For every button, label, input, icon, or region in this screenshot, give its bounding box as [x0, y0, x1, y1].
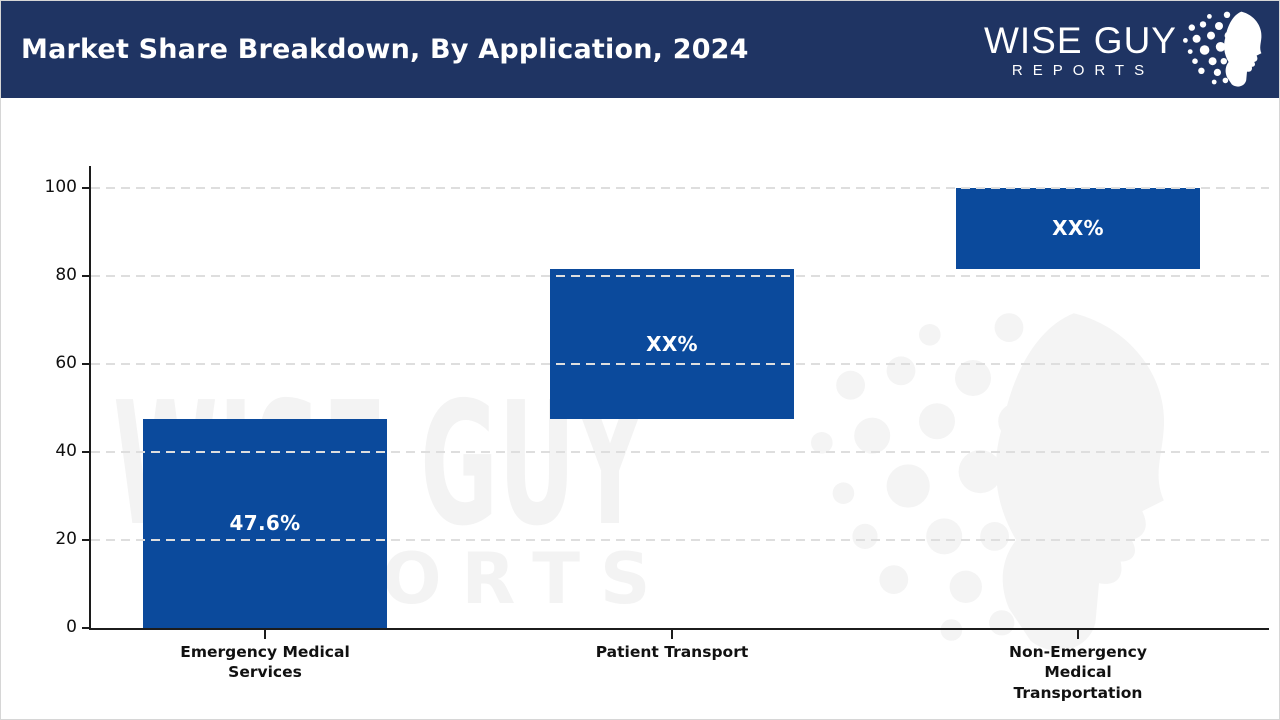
gridline	[91, 275, 1269, 277]
gridline	[91, 363, 1269, 365]
gridline	[91, 451, 1269, 453]
page-title: Market Share Breakdown, By Application, …	[21, 34, 749, 65]
x-category-label: Patient Transport	[595, 643, 749, 661]
y-tick-label: 20	[55, 529, 77, 549]
x-tick-mark	[671, 630, 673, 639]
y-tick-mark	[82, 187, 91, 189]
y-tick-mark	[82, 451, 91, 453]
y-axis-line	[89, 166, 91, 630]
y-tick-mark	[82, 275, 91, 277]
y-tick-label: 40	[55, 441, 77, 461]
wiseguy-logo: WISE GUY REPORTS	[984, 1, 1267, 98]
bar-value-label: 47.6%	[229, 511, 301, 536]
y-tick-mark	[82, 539, 91, 541]
logo-reports-label: REPORTS	[1011, 61, 1155, 79]
y-tick-mark	[82, 627, 91, 629]
bar-segment: 47.6%	[143, 418, 387, 628]
bar-value-label: XX%	[1052, 216, 1104, 241]
y-tick-label: 100	[44, 177, 77, 197]
x-axis-line	[89, 628, 1269, 630]
logo-text: WISE GUY REPORTS	[984, 22, 1177, 78]
gridline	[91, 539, 1269, 541]
bar-segment: XX%	[550, 268, 794, 419]
y-tick-mark	[82, 363, 91, 365]
bar-value-label: XX%	[646, 331, 698, 356]
plot-area: WISE GUY REPORTS 47.6%XX%XX%020406080100…	[1, 98, 1279, 719]
logo-wiseguy-label: WISE GUY	[983, 19, 1177, 61]
y-tick-label: 80	[55, 265, 77, 285]
x-tick-mark	[1077, 630, 1079, 639]
x-category-label: Non-Emergency Medical Transportation	[1009, 643, 1147, 702]
y-tick-label: 60	[55, 353, 77, 373]
x-category-label: Emergency Medical Services	[180, 643, 350, 682]
x-tick-mark	[264, 630, 266, 639]
logo-head-icon	[1179, 8, 1267, 92]
watermark-head-icon	[773, 306, 1209, 666]
bar-segment: XX%	[956, 188, 1200, 269]
header: Market Share Breakdown, By Application, …	[1, 1, 1279, 98]
gridline	[91, 187, 1269, 189]
y-tick-label: 0	[66, 617, 77, 637]
